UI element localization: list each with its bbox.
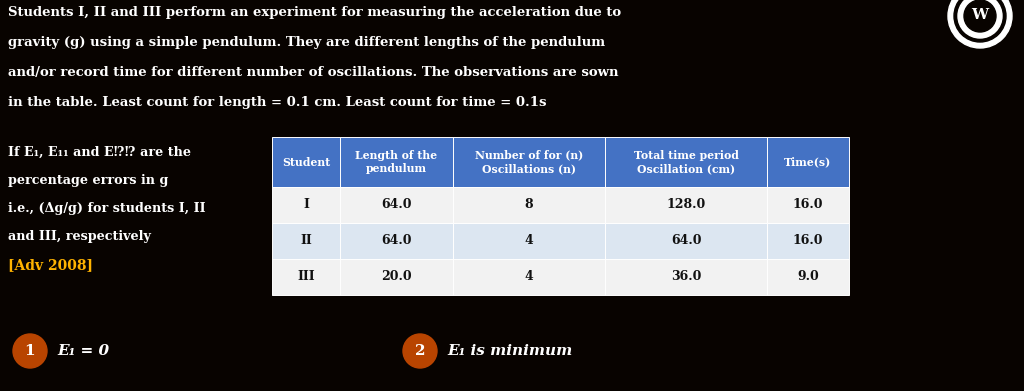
Bar (340, 187, 453, 223)
Bar (605, 137, 767, 187)
Text: Student: Student (282, 156, 330, 167)
Text: 20.0: 20.0 (381, 271, 412, 283)
Bar (605, 259, 767, 295)
Circle shape (948, 0, 1012, 48)
Text: percentage errors in g: percentage errors in g (8, 174, 168, 187)
Bar (272, 137, 340, 187)
Bar (605, 187, 767, 223)
Bar (340, 137, 453, 187)
Text: [Adv 2008]: [Adv 2008] (8, 258, 93, 272)
Text: 2: 2 (415, 344, 425, 358)
Circle shape (964, 0, 996, 32)
Bar (605, 223, 767, 259)
Bar (767, 223, 849, 259)
Text: 36.0: 36.0 (671, 271, 701, 283)
Text: E₁ is minimum: E₁ is minimum (447, 344, 572, 358)
Text: 16.0: 16.0 (793, 235, 823, 248)
Text: 64.0: 64.0 (671, 235, 701, 248)
Text: Time(s): Time(s) (784, 156, 831, 167)
Bar (767, 187, 849, 223)
Bar (340, 223, 453, 259)
Circle shape (13, 334, 47, 368)
Text: and/or record time for different number of oscillations. The observations are so: and/or record time for different number … (8, 66, 618, 79)
Bar (272, 187, 340, 223)
Bar (272, 259, 340, 295)
Text: gravity (g) using a simple pendulum. They are different lengths of the pendulum: gravity (g) using a simple pendulum. The… (8, 36, 605, 49)
Text: 4: 4 (524, 271, 534, 283)
Text: Number of for (n)
Oscillations (n): Number of for (n) Oscillations (n) (475, 150, 583, 174)
Text: 1: 1 (25, 344, 35, 358)
Circle shape (403, 334, 437, 368)
Bar (272, 223, 340, 259)
Text: 16.0: 16.0 (793, 199, 823, 212)
Circle shape (954, 0, 1006, 42)
Text: 64.0: 64.0 (381, 235, 412, 248)
Bar (453, 259, 605, 295)
Bar (453, 187, 605, 223)
Bar (767, 259, 849, 295)
Text: E₁ = 0: E₁ = 0 (57, 344, 110, 358)
Bar (340, 259, 453, 295)
Text: 128.0: 128.0 (667, 199, 706, 212)
Text: W: W (972, 8, 988, 22)
Bar (453, 137, 605, 187)
Text: Total time period
Oscillation (cm): Total time period Oscillation (cm) (634, 150, 738, 174)
Text: II: II (300, 235, 312, 248)
Text: Length of the
pendulum: Length of the pendulum (355, 150, 437, 174)
Text: 8: 8 (524, 199, 534, 212)
Bar (767, 137, 849, 187)
Text: 64.0: 64.0 (381, 199, 412, 212)
Text: III: III (297, 271, 314, 283)
Text: 4: 4 (524, 235, 534, 248)
Text: If E₁, E₁₁ and E⁉⁉ are the: If E₁, E₁₁ and E⁉⁉ are the (8, 146, 191, 159)
Circle shape (958, 0, 1002, 38)
Text: and III, respectively: and III, respectively (8, 230, 151, 243)
Text: I: I (303, 199, 309, 212)
Text: 9.0: 9.0 (797, 271, 819, 283)
Text: i.e., (Δg/g) for students I, II: i.e., (Δg/g) for students I, II (8, 202, 206, 215)
Text: Students I, II and III perform an experiment for measuring the acceleration due : Students I, II and III perform an experi… (8, 6, 622, 19)
Text: in the table. Least count for length = 0.1 cm. Least count for time = 0.1s: in the table. Least count for length = 0… (8, 96, 547, 109)
Bar (453, 223, 605, 259)
